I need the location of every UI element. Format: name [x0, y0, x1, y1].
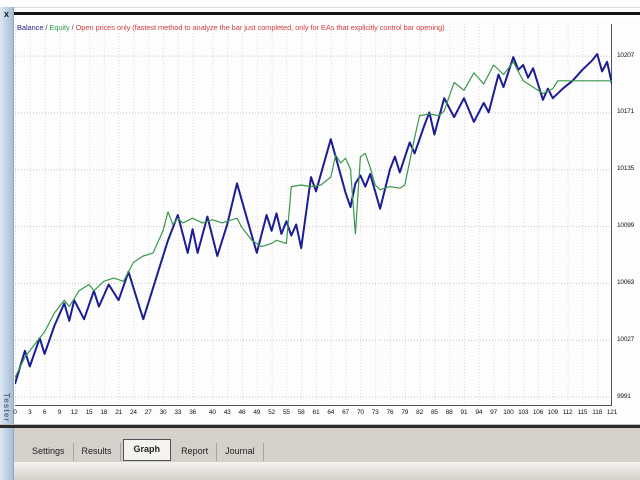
- y-axis-label: 9991: [617, 392, 631, 400]
- tab-results[interactable]: Results: [74, 443, 121, 461]
- x-axis-label: 88: [445, 409, 453, 416]
- tab-graph[interactable]: Graph: [122, 439, 172, 461]
- graph-canvas: Balance / Equity / Open prices only (fas…: [13, 19, 640, 424]
- x-axis-label: 27: [144, 409, 152, 416]
- equity-line: [15, 61, 612, 378]
- x-axis-label: 67: [342, 409, 349, 416]
- x-axis-label: 33: [174, 409, 182, 416]
- x-axis-label: 97: [490, 409, 497, 416]
- y-axis-label: 10099: [617, 222, 635, 230]
- x-axis-label: 115: [577, 409, 588, 416]
- x-axis-label: 109: [547, 409, 558, 416]
- x-axis-label: 49: [253, 409, 261, 416]
- x-axis-label: 121: [606, 409, 618, 416]
- x-axis-label: 85: [430, 409, 438, 416]
- x-axis-label: 40: [208, 409, 216, 416]
- tester-tab-bar: Settings Results Graph Report Journal: [14, 428, 640, 462]
- x-axis-label: 52: [268, 409, 275, 416]
- tester-side-tab[interactable]: Tester: [2, 393, 11, 423]
- x-axis-label: 76: [386, 409, 394, 416]
- equity-legend-label: Equity: [49, 23, 70, 32]
- test-mode-text: Open prices only (fastest method to anal…: [75, 23, 445, 32]
- x-axis-label: 0: [13, 409, 17, 416]
- x-axis-label: 3: [28, 409, 32, 416]
- panel-top-hairline: [14, 7, 640, 8]
- x-axis-label: 82: [416, 409, 423, 416]
- x-axis-label: 79: [401, 409, 409, 416]
- x-axis-label: 21: [115, 409, 123, 416]
- x-axis-label: 61: [312, 409, 320, 416]
- status-area: [14, 462, 640, 480]
- tab-report[interactable]: Report: [173, 443, 218, 461]
- legend-separator: /: [69, 23, 76, 32]
- x-axis-label: 18: [100, 409, 108, 416]
- tab-journal[interactable]: Journal: [217, 443, 264, 461]
- x-axis-label: 94: [475, 409, 483, 416]
- x-axis-label: 100: [503, 409, 514, 416]
- y-axis-label: 10171: [617, 108, 635, 116]
- panel-bottom-frame: [0, 424, 640, 428]
- x-axis-label: 30: [159, 409, 167, 416]
- tab-settings[interactable]: Settings: [24, 443, 74, 461]
- balance-legend-label: Balance: [17, 23, 44, 32]
- y-axis-labels: 10207 10171 10135 10099 10063 10027 9991: [617, 24, 640, 406]
- y-axis-label: 10207: [617, 51, 635, 59]
- legend-separator: /: [43, 23, 50, 32]
- x-axis-label: 70: [356, 409, 364, 416]
- balance-line: [15, 53, 612, 385]
- x-axis-label: 106: [532, 409, 544, 416]
- x-axis-label: 9: [57, 409, 62, 416]
- x-axis-label: 91: [460, 409, 468, 416]
- x-axis-label: 12: [70, 409, 78, 416]
- y-axis-label: 10027: [617, 335, 635, 343]
- x-axis-label: 6: [42, 409, 47, 416]
- x-axis-label: 46: [238, 409, 246, 416]
- close-icon[interactable]: x: [3, 9, 9, 19]
- y-axis-label: 10135: [617, 165, 635, 173]
- x-axis-label: 103: [518, 409, 529, 416]
- x-axis-label: 64: [327, 409, 335, 416]
- x-axis-labels: 0 3 6 9 12 15 18 21 24 27 30 33 36 40 43 46 49 52 55 58 61 64…: [13, 408, 618, 422]
- x-axis-label: 15: [85, 409, 93, 416]
- x-axis-label: 24: [129, 409, 137, 416]
- x-axis-label: 43: [223, 409, 231, 416]
- x-axis-label: 58: [297, 409, 305, 416]
- chart-legend: Balance / Equity / Open prices only (fas…: [17, 23, 448, 32]
- x-axis-label: 36: [189, 409, 197, 416]
- x-axis-label: 118: [592, 409, 603, 416]
- x-axis-label: 73: [371, 409, 379, 416]
- y-axis-label: 10063: [617, 278, 635, 286]
- balance-equity-chart: [15, 24, 612, 406]
- x-axis-label: 112: [562, 409, 573, 416]
- splitter-handle[interactable]: [14, 12, 640, 15]
- x-axis-label: 55: [282, 409, 290, 416]
- tester-side-panel-strip: x Tester: [0, 7, 14, 480]
